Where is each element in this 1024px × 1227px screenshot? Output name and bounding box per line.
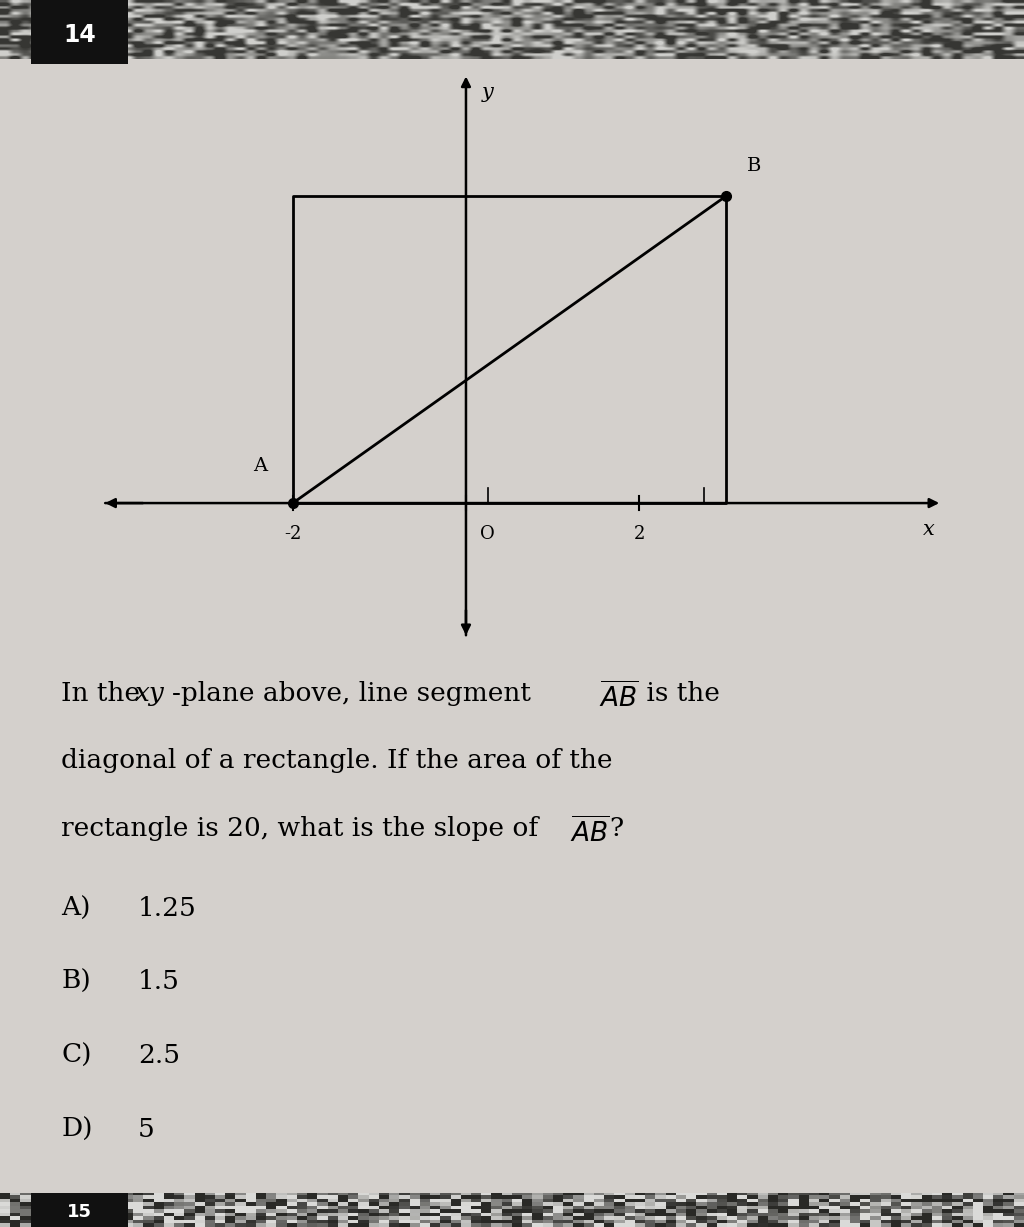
Text: $\overline{AB}$: $\overline{AB}$ xyxy=(570,816,610,847)
Text: ?: ? xyxy=(609,816,624,840)
Text: B: B xyxy=(748,157,762,175)
Text: rectangle is 20, what is the slope of: rectangle is 20, what is the slope of xyxy=(61,816,547,840)
Text: O: O xyxy=(480,525,495,542)
Text: x: x xyxy=(924,520,935,539)
Text: 5: 5 xyxy=(138,1117,155,1141)
Text: is the: is the xyxy=(638,681,720,706)
Text: 1.25: 1.25 xyxy=(138,896,197,920)
Text: diagonal of a rectangle. If the area of the: diagonal of a rectangle. If the area of … xyxy=(61,748,613,773)
Text: $\overline{AB}$: $\overline{AB}$ xyxy=(599,681,639,712)
Text: 2: 2 xyxy=(634,525,645,542)
Text: C): C) xyxy=(61,1043,92,1067)
Text: 2.5: 2.5 xyxy=(138,1043,180,1067)
Text: 14: 14 xyxy=(63,23,95,47)
Text: y: y xyxy=(481,83,494,102)
Text: 15: 15 xyxy=(67,1202,92,1221)
Text: A): A) xyxy=(61,896,91,920)
Text: B): B) xyxy=(61,969,91,994)
Text: xy: xy xyxy=(135,681,165,706)
Text: D): D) xyxy=(61,1117,93,1141)
Text: A: A xyxy=(253,458,267,475)
Text: -plane above, line segment: -plane above, line segment xyxy=(172,681,540,706)
Text: -2: -2 xyxy=(284,525,301,542)
Text: In the: In the xyxy=(61,681,148,706)
Text: 1.5: 1.5 xyxy=(138,969,180,994)
